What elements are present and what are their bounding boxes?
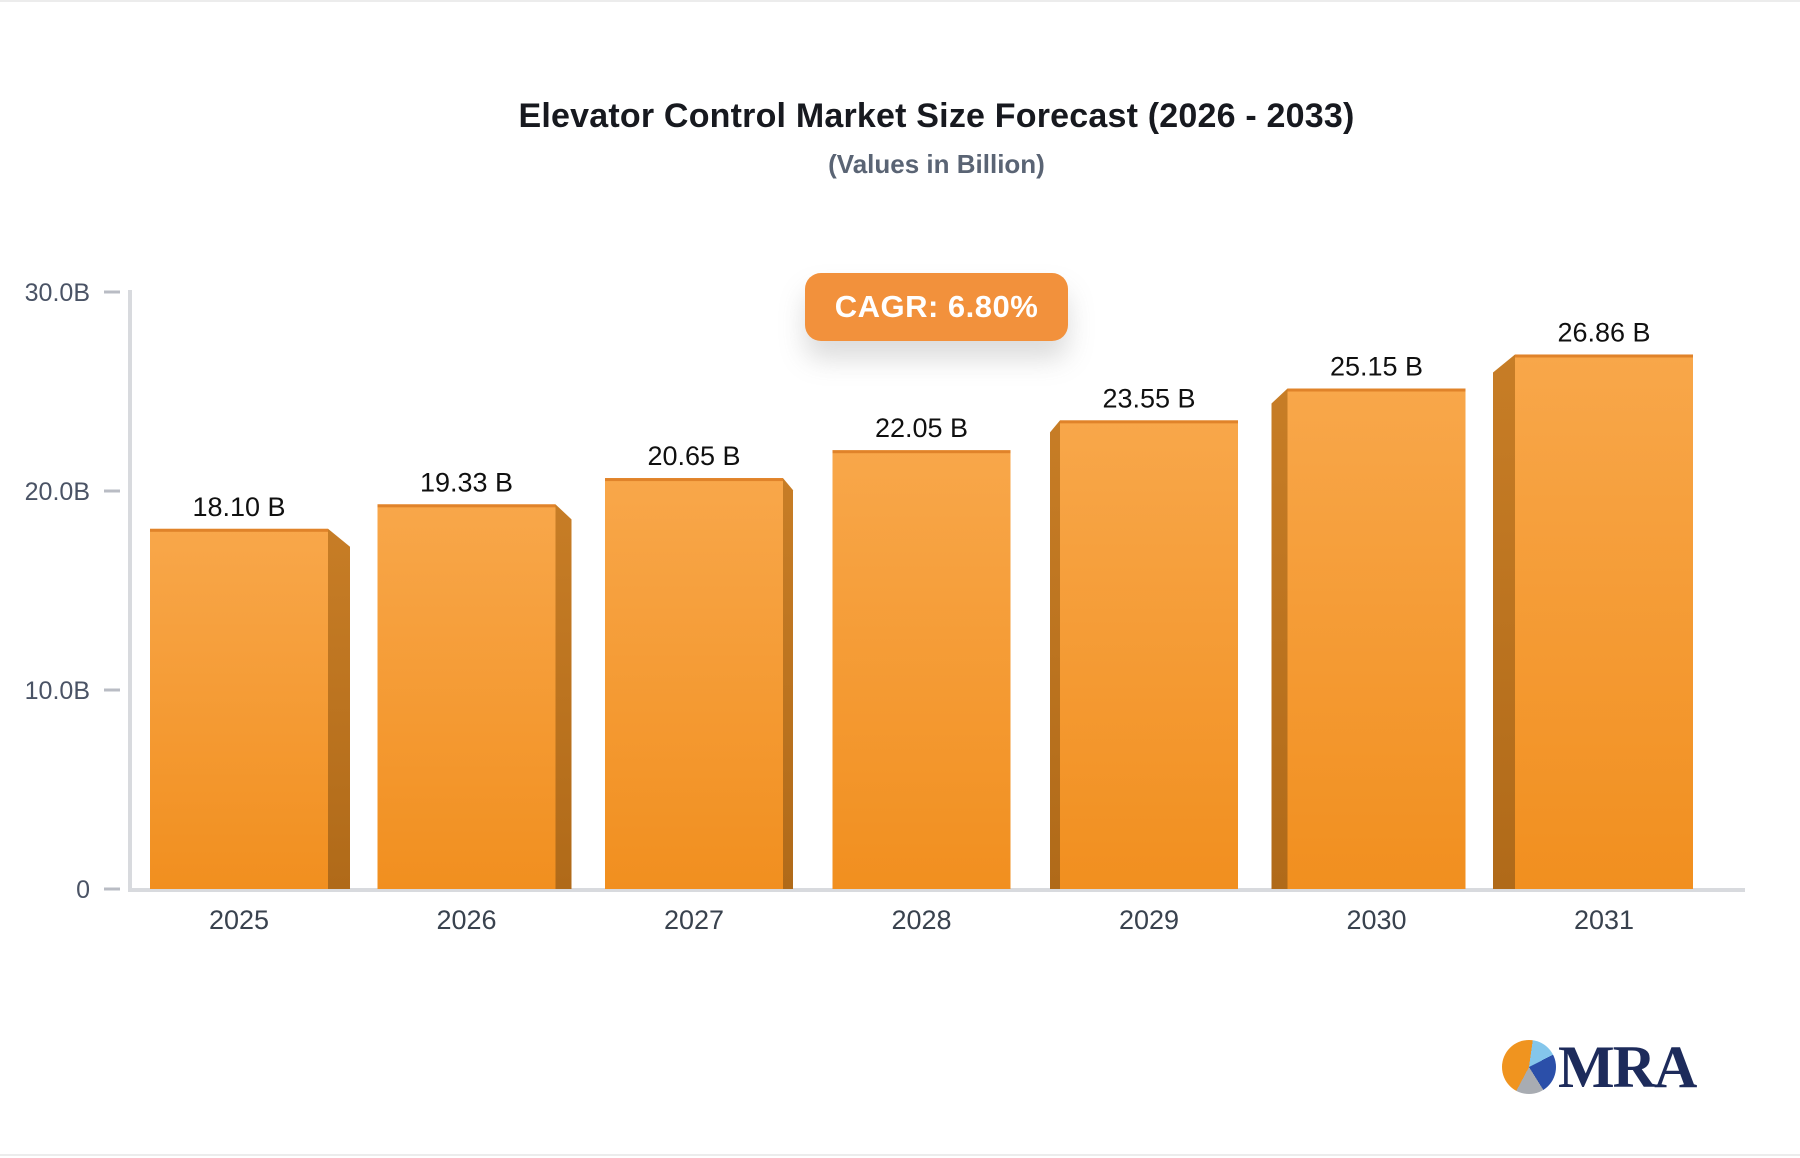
- bar-side-face: [555, 504, 572, 889]
- bar-side-face: [1050, 420, 1060, 889]
- chart-title: Elevator Control Market Size Forecast (2…: [518, 97, 1355, 135]
- x-axis-label: 2027: [664, 905, 724, 935]
- bar-top-edge: [1515, 354, 1693, 358]
- bar-top-edge: [605, 478, 783, 482]
- bar-value-label: 23.55 B: [1102, 383, 1195, 413]
- bar: [605, 478, 783, 889]
- y-axis-tick-label: 0: [76, 876, 90, 904]
- bar-value-label: 25.15 B: [1330, 352, 1423, 382]
- mra-logo: MRA: [1502, 1034, 1697, 1100]
- bar-top-edge: [1060, 420, 1238, 424]
- bar-side-face: [1493, 354, 1515, 890]
- y-axis-tick-label: 30.0B: [25, 279, 90, 307]
- y-axis-tick-label: 10.0B: [25, 677, 90, 705]
- bar-side-face: [783, 478, 793, 889]
- y-axis-tick: [104, 887, 120, 891]
- bar: [832, 450, 1011, 889]
- bar-value-label: 22.05 B: [875, 413, 968, 443]
- bar: [150, 528, 328, 889]
- bar-top-edge: [377, 504, 556, 508]
- bar-side-face: [1271, 388, 1288, 889]
- x-axis-label: 2029: [1119, 905, 1179, 935]
- bar-value-label: 26.86 B: [1557, 317, 1650, 347]
- y-axis-tick: [104, 688, 120, 692]
- bar: [1287, 388, 1466, 889]
- x-axis-label: 2025: [209, 905, 269, 935]
- bar-value-label: 19.33 B: [420, 467, 513, 497]
- bar-top-edge: [832, 450, 1011, 454]
- bar-top-edge: [150, 528, 328, 532]
- x-axis-label: 2030: [1346, 905, 1406, 935]
- bar-side-face: [328, 528, 350, 889]
- y-axis-line: [128, 290, 132, 891]
- y-axis-tick: [104, 290, 120, 294]
- bar: [1060, 420, 1238, 889]
- bar-value-label: 20.65 B: [647, 441, 740, 471]
- bar: [1515, 354, 1693, 890]
- cagr-badge: CAGR: 6.80%: [804, 273, 1069, 341]
- chart-header: Elevator Control Market Size Forecast (2…: [130, 96, 1743, 341]
- pie-chart-icon: [1502, 1040, 1556, 1094]
- y-axis-tick: [104, 489, 120, 493]
- x-axis-label: 2031: [1574, 905, 1634, 935]
- bar: [377, 504, 556, 889]
- x-axis-line: [128, 888, 1745, 892]
- y-axis-tick-label: 20.0B: [25, 478, 90, 506]
- bar-top-edge: [1287, 388, 1466, 392]
- x-axis-label: 2026: [436, 905, 496, 935]
- bar-value-label: 18.10 B: [192, 492, 285, 522]
- x-axis-label: 2028: [891, 905, 951, 935]
- chart-subtitle: (Values in Billion): [828, 149, 1045, 179]
- logo-text: MRA: [1558, 1034, 1697, 1100]
